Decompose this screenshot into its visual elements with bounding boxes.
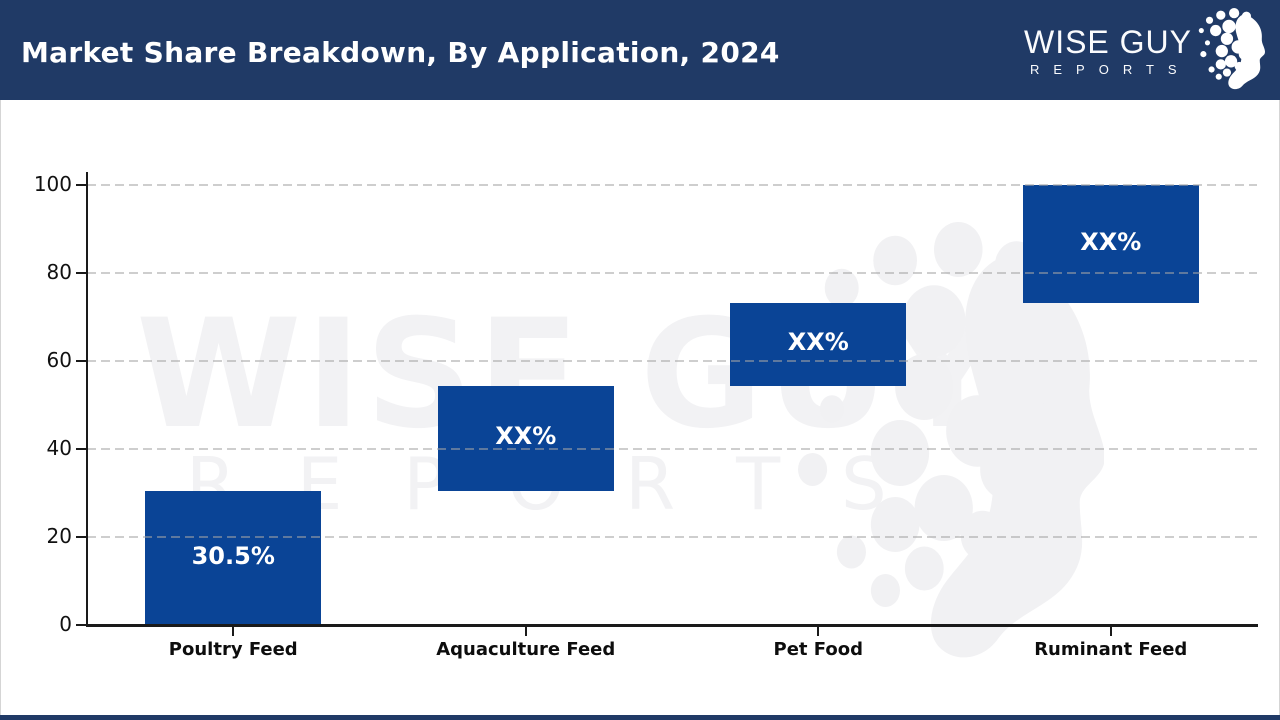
left-border — [0, 100, 1, 716]
footer-bar — [0, 715, 1280, 720]
bar-aquaculture-feed — [437, 385, 614, 491]
gridline-80 — [87, 272, 1257, 274]
gridline-100 — [87, 184, 1257, 186]
y-axis-tick-100 — [76, 184, 86, 186]
x-axis-category-label: Poultry Feed — [168, 639, 298, 660]
bar-value-label: XX% — [1080, 227, 1142, 256]
bar-pet-food — [730, 302, 907, 386]
x-axis-line — [86, 624, 1258, 627]
y-axis-tick-20 — [76, 536, 86, 538]
gridline-40 — [87, 448, 1257, 450]
y-axis-tick-label: 40 — [46, 436, 72, 460]
bar-poultry-feed — [145, 490, 322, 625]
y-axis-tick-80 — [76, 272, 86, 274]
header-bar: Market Share Breakdown, By Application, … — [0, 0, 1280, 100]
x-axis-category-label: Ruminant Feed — [1034, 639, 1188, 660]
y-axis-tick-label: 20 — [46, 524, 72, 548]
y-axis-tick-label: 80 — [46, 260, 72, 284]
x-axis-category-label: Aquaculture Feed — [436, 639, 616, 660]
y-axis-tick-label: 100 — [33, 172, 72, 196]
y-axis-tick-0 — [76, 624, 86, 626]
wise-guy-reports-logo: WISE GUY REPORTS — [1024, 8, 1266, 90]
logo-wordmark: WISE GUY — [1023, 24, 1192, 60]
x-axis-tick — [1109, 627, 1112, 636]
x-axis-category-label: Pet Food — [773, 639, 863, 660]
dotted-head-logo-icon — [1198, 8, 1266, 90]
bar-value-label: XX% — [787, 328, 849, 357]
logo-subtitle: REPORTS — [1029, 62, 1191, 77]
logo-text: WISE GUY REPORTS — [1024, 26, 1192, 77]
x-axis-tick — [817, 627, 820, 636]
gridline-60 — [87, 360, 1257, 362]
bar-value-label: 30.5% — [191, 541, 275, 570]
bar-value-label: XX% — [495, 422, 557, 451]
y-axis-tick-60 — [76, 360, 86, 362]
x-axis-tick — [232, 627, 235, 636]
gridline-20 — [87, 536, 1257, 538]
chart-title: Market Share Breakdown, By Application, … — [21, 36, 780, 69]
y-axis-tick-40 — [76, 448, 86, 450]
bar-ruminant-feed — [1022, 185, 1199, 303]
x-axis-tick — [524, 627, 527, 636]
y-axis-tick-label: 60 — [46, 348, 72, 372]
y-axis-tick-label: 0 — [59, 612, 72, 636]
y-axis-line — [86, 172, 88, 627]
